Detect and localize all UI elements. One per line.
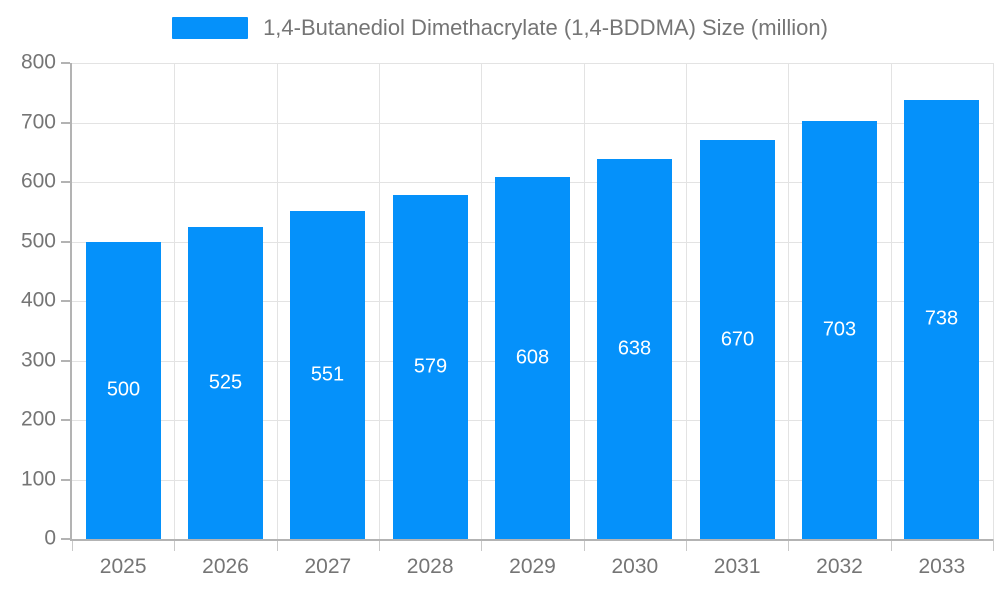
- gridline-vertical: [584, 63, 585, 539]
- x-axis-line: [70, 539, 993, 541]
- y-tick-label: 300: [20, 348, 56, 372]
- x-axis-tick: [481, 539, 482, 551]
- x-axis-tick: [686, 539, 687, 551]
- bar[interactable]: [393, 194, 468, 539]
- x-tick-label: 2028: [406, 555, 454, 578]
- bar[interactable]: [86, 241, 161, 539]
- gridline-vertical: [891, 63, 892, 539]
- bar[interactable]: [597, 159, 672, 539]
- bar[interactable]: [495, 177, 570, 539]
- x-axis-tick: [72, 539, 73, 551]
- y-tick-label: 0: [44, 526, 56, 550]
- y-axis-tick: [61, 478, 70, 481]
- gridline-horizontal: [72, 63, 993, 64]
- gridline-vertical: [277, 63, 278, 539]
- x-axis-tick: [584, 539, 585, 551]
- y-axis-tick: [61, 419, 70, 421]
- y-axis-tick: [61, 300, 70, 302]
- y-axis-tick: [61, 240, 70, 243]
- y-tick-label: 100: [20, 467, 56, 491]
- gridline-vertical: [993, 63, 994, 539]
- y-tick-label: 500: [20, 229, 56, 253]
- legend-label: 1,4-Butanediol Dimethacrylate (1,4-BDDMA…: [263, 15, 828, 40]
- bar[interactable]: [188, 226, 263, 539]
- y-tick-label: 800: [20, 50, 56, 74]
- y-axis-line: [70, 63, 72, 539]
- gridline-vertical: [174, 63, 175, 539]
- x-tick-label: 2027: [304, 555, 352, 578]
- chart-legend[interactable]: 1,4-Butanediol Dimethacrylate (1,4-BDDMA…: [0, 14, 1000, 42]
- x-tick-label: 2032: [816, 555, 863, 578]
- x-tick-label: 2033: [918, 555, 966, 578]
- y-tick-label: 400: [20, 288, 56, 312]
- x-axis-tick: [379, 539, 380, 551]
- x-tick-label: 2026: [202, 555, 249, 578]
- x-tick-label: 2029: [509, 555, 556, 578]
- y-axis-tick: [61, 359, 70, 362]
- x-tick-label: 2025: [99, 555, 147, 578]
- x-tick-label: 2031: [713, 555, 761, 578]
- gridline-vertical: [686, 63, 687, 539]
- y-axis-tick: [61, 538, 70, 540]
- x-tick-label: 2030: [611, 555, 659, 578]
- y-tick-label: 700: [20, 110, 56, 134]
- x-axis-tick: [788, 539, 789, 551]
- bar[interactable]: [290, 211, 365, 539]
- gridline-vertical: [788, 63, 789, 539]
- x-axis-tick: [993, 539, 994, 551]
- y-axis-tick: [61, 181, 70, 183]
- plot-area: 0 100 200 300 400 500 600 700 800 500 2025 525 2026 5…: [21, 51, 994, 578]
- bar[interactable]: [802, 120, 877, 539]
- gridline-vertical: [379, 63, 380, 539]
- y-tick-label: 600: [20, 169, 56, 193]
- y-axis-tick: [61, 62, 70, 64]
- x-axis-tick: [174, 539, 175, 551]
- gridline-horizontal: [72, 122, 993, 124]
- y-tick-label: 200: [20, 407, 56, 431]
- x-axis-tick: [277, 539, 278, 551]
- y-axis-tick: [61, 121, 70, 124]
- x-axis-tick: [891, 539, 892, 551]
- bar[interactable]: [904, 99, 979, 539]
- bar[interactable]: [700, 140, 775, 539]
- legend-swatch-icon: [172, 17, 249, 39]
- gridline-vertical: [481, 63, 482, 539]
